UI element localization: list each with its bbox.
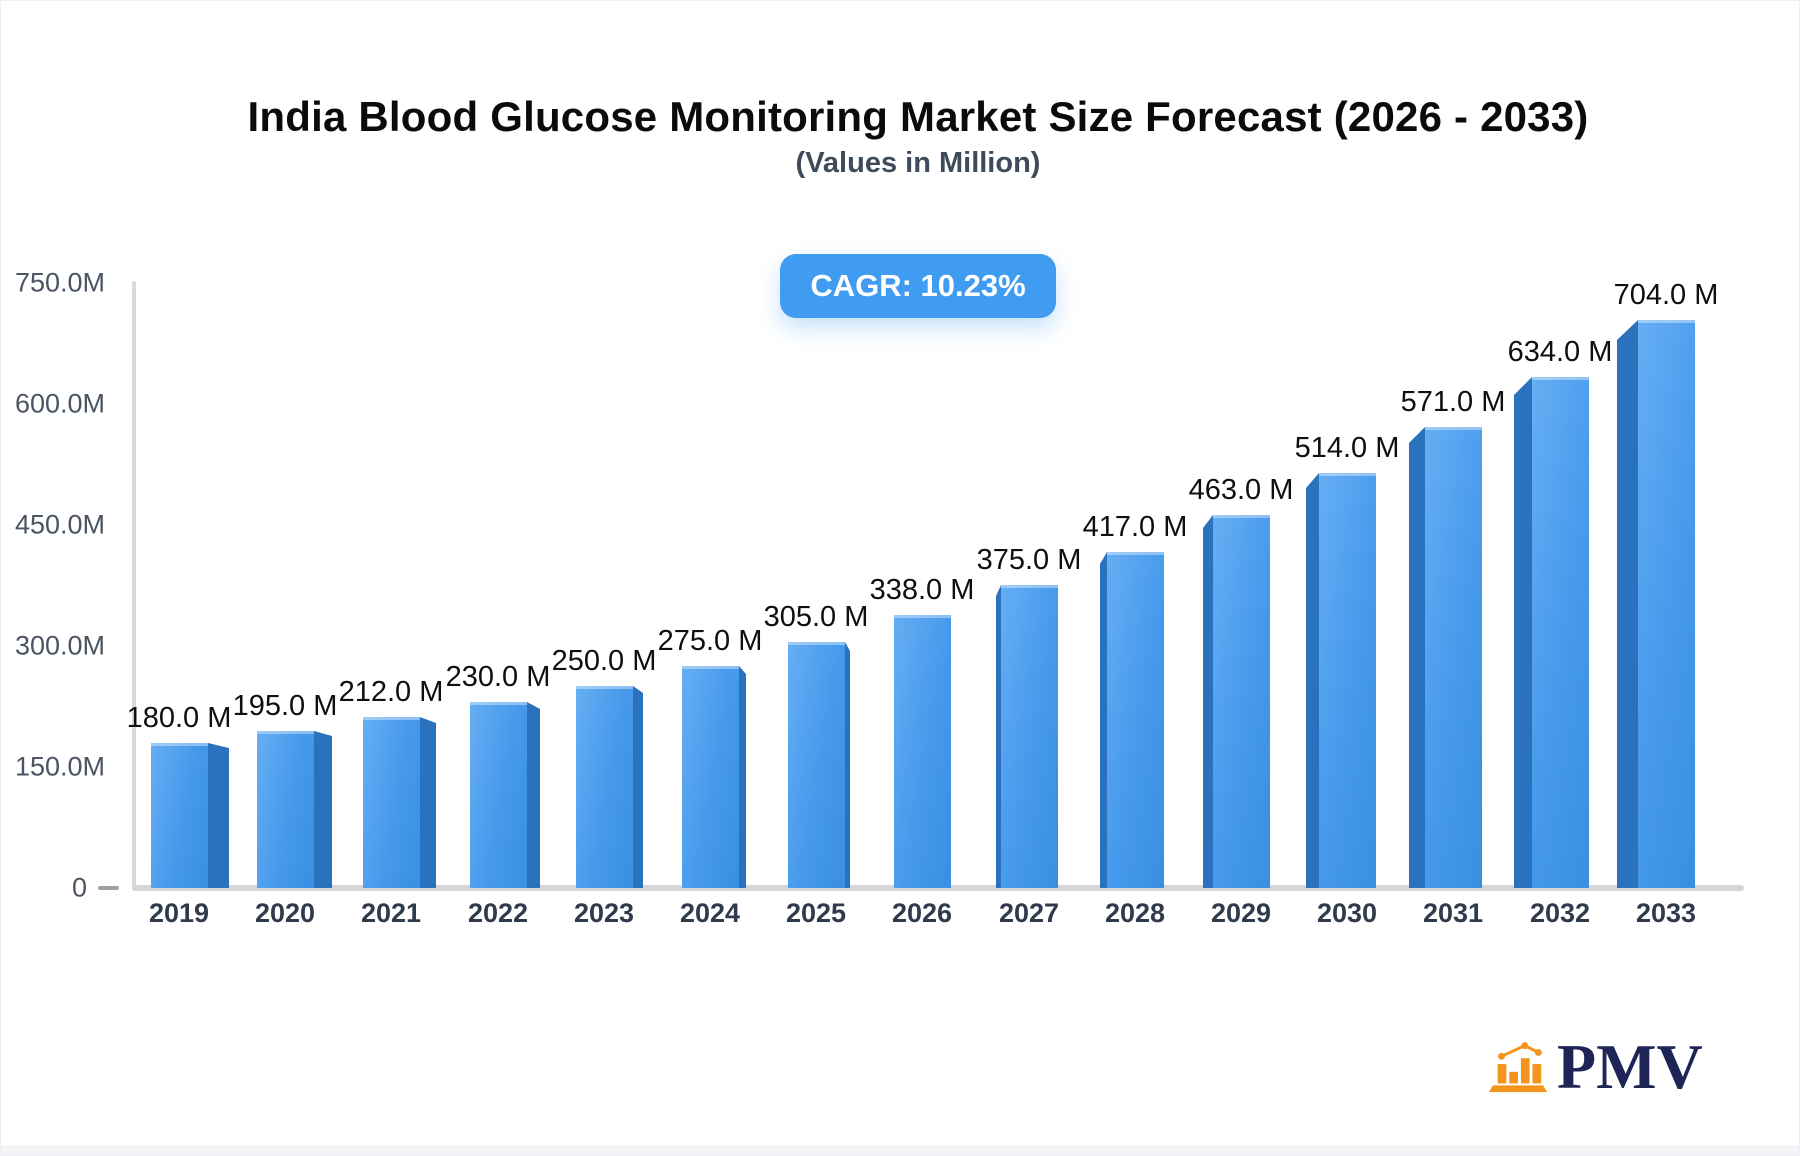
bar-value-label: 338.0 M [869, 574, 975, 606]
zero-tick-dash [98, 886, 119, 890]
bar [1001, 585, 1058, 888]
bar [1319, 473, 1376, 888]
bar [682, 666, 739, 888]
x-tick-label: 2032 [1529, 898, 1591, 928]
bar-side-face [996, 585, 1001, 888]
bottom-strip [1, 1145, 1799, 1155]
pmv-logo: PMV [1487, 1031, 1703, 1102]
bar-side-face [527, 702, 540, 888]
bar-side-face [1514, 377, 1532, 888]
bar-value-label: 212.0 M [338, 676, 444, 708]
bar [470, 702, 527, 888]
page-title: India Blood Glucose Monitoring Market Si… [247, 93, 1589, 140]
x-tick-label: 2023 [573, 898, 635, 928]
x-tick-label: 2026 [891, 898, 953, 928]
bar [1107, 552, 1164, 888]
cagr-badge-wrap: CAGR: 10.23% [47, 254, 1789, 318]
bar-value-label: 275.0 M [657, 625, 763, 657]
bar-value-label: 634.0 M [1507, 336, 1613, 368]
x-tick-label: 2029 [1210, 898, 1272, 928]
bar-value-label: 375.0 M [976, 544, 1082, 576]
bar-value-label: 417.0 M [1082, 511, 1188, 543]
x-axis-line [132, 885, 1744, 891]
bar-side-face [1100, 552, 1107, 888]
bar-side-face [1306, 473, 1319, 888]
x-tick-label: 2019 [148, 898, 210, 928]
bar-value-label: 463.0 M [1188, 474, 1294, 506]
bar [1425, 427, 1482, 888]
bar [1638, 320, 1695, 888]
bar-side-face [1203, 515, 1213, 888]
bar-value-label: 230.0 M [445, 661, 551, 693]
bar-side-face [845, 642, 850, 888]
bar-side-face [1409, 427, 1425, 888]
logo-text: PMV [1557, 1031, 1703, 1102]
bar-value-label: 195.0 M [232, 690, 338, 722]
bar-side-face [1617, 320, 1638, 888]
x-tick-label: 2021 [360, 898, 422, 928]
x-tick-label: 2028 [1104, 898, 1166, 928]
bar [894, 615, 951, 888]
bar [576, 686, 633, 888]
bar-value-label: 250.0 M [551, 645, 657, 677]
x-tick-label: 2027 [998, 898, 1060, 928]
bar [1213, 515, 1270, 888]
y-tick-label: 450.0M [14, 509, 105, 540]
bar-side-face [420, 717, 436, 888]
bar-chart-logo-icon [1488, 1042, 1548, 1093]
y-axis-line [132, 281, 136, 890]
bar-side-face [314, 731, 332, 888]
bar-value-label: 704.0 M [1613, 279, 1719, 311]
x-tick-label: 2031 [1422, 898, 1484, 928]
y-tick-label: 300.0M [14, 630, 105, 661]
bar-value-label: 180.0 M [126, 702, 232, 734]
x-tick-label: 2022 [467, 898, 529, 928]
y-tick-label: 750.0M [14, 267, 105, 298]
bar-value-label: 305.0 M [763, 601, 869, 633]
bar [788, 642, 845, 888]
bar-side-face [633, 686, 643, 888]
bar-side-face [208, 743, 229, 888]
y-tick-label: 150.0M [14, 751, 105, 782]
bar [151, 743, 208, 888]
y-tick-label: 0 [71, 872, 87, 903]
bar-value-label: 571.0 M [1400, 386, 1506, 418]
x-tick-label: 2030 [1316, 898, 1378, 928]
bar [257, 731, 314, 888]
page-subtitle: (Values in Million) [795, 147, 1041, 179]
bar-value-label: 514.0 M [1294, 432, 1400, 464]
x-tick-label: 2033 [1635, 898, 1697, 928]
bar [1532, 377, 1589, 888]
bar [363, 717, 420, 888]
x-tick-label: 2024 [679, 898, 741, 928]
x-tick-label: 2020 [254, 898, 316, 928]
x-tick-label: 2025 [785, 898, 847, 928]
y-tick-label: 600.0M [14, 388, 105, 419]
bar-side-face [739, 666, 746, 888]
cagr-badge: CAGR: 10.23% [780, 254, 1056, 318]
